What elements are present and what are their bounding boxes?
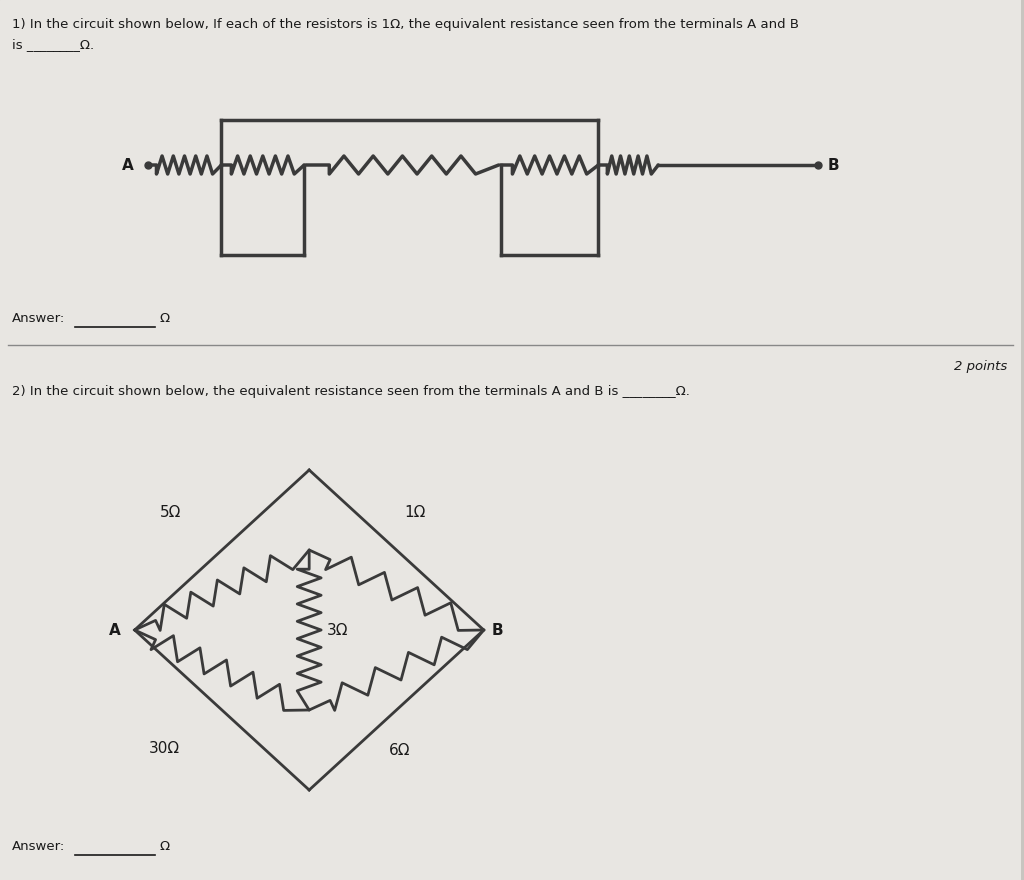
Text: 2 points: 2 points (954, 360, 1008, 373)
Text: 5Ω: 5Ω (160, 504, 181, 519)
Text: B: B (492, 622, 504, 637)
Text: 3Ω: 3Ω (327, 622, 348, 637)
Text: 2) In the circuit shown below, the equivalent resistance seen from the terminals: 2) In the circuit shown below, the equiv… (12, 385, 690, 398)
Text: 1Ω: 1Ω (403, 504, 425, 519)
Text: Ω: Ω (160, 312, 170, 325)
Text: 6Ω: 6Ω (389, 743, 411, 758)
Text: 30Ω: 30Ω (148, 740, 179, 756)
Text: Ω: Ω (160, 840, 170, 853)
Text: 1) In the circuit shown below, If each of the resistors is 1Ω, the equivalent re: 1) In the circuit shown below, If each o… (12, 18, 799, 31)
Text: is ________Ω.: is ________Ω. (12, 38, 94, 51)
Text: Answer:: Answer: (12, 312, 66, 325)
Text: B: B (827, 158, 840, 172)
Text: A: A (109, 622, 121, 637)
Text: Answer:: Answer: (12, 840, 66, 853)
Text: A: A (122, 158, 134, 172)
